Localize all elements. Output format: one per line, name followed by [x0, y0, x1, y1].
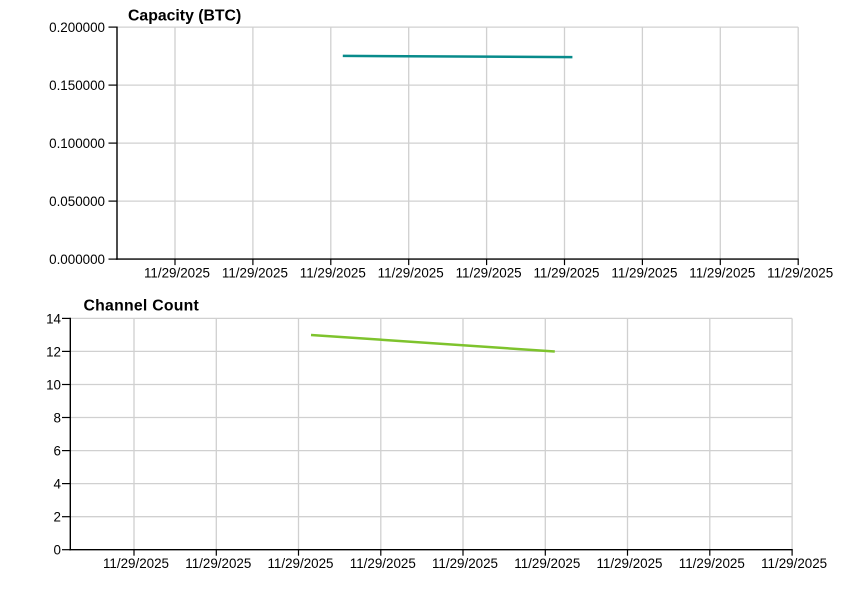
svg-text:14: 14	[46, 311, 61, 326]
svg-text:Channel Count: Channel Count	[84, 298, 200, 315]
svg-text:11/29/2025: 11/29/2025	[144, 266, 210, 281]
svg-text:11/29/2025: 11/29/2025	[350, 556, 416, 571]
svg-text:0.200000: 0.200000	[49, 20, 105, 35]
svg-text:11/29/2025: 11/29/2025	[533, 266, 599, 281]
svg-text:11/29/2025: 11/29/2025	[456, 266, 522, 281]
svg-text:0: 0	[54, 543, 61, 558]
svg-text:10: 10	[46, 377, 61, 392]
svg-text:11/29/2025: 11/29/2025	[222, 266, 288, 281]
svg-text:11/29/2025: 11/29/2025	[767, 266, 833, 281]
svg-text:Capacity (BTC): Capacity (BTC)	[128, 7, 241, 24]
svg-text:11/29/2025: 11/29/2025	[300, 266, 366, 281]
svg-text:2: 2	[54, 510, 61, 525]
svg-text:8: 8	[54, 410, 61, 425]
svg-text:12: 12	[46, 344, 61, 359]
svg-text:11/29/2025: 11/29/2025	[378, 266, 444, 281]
svg-text:0.100000: 0.100000	[49, 136, 105, 151]
svg-text:4: 4	[54, 477, 62, 492]
svg-text:11/29/2025: 11/29/2025	[432, 556, 498, 571]
svg-text:11/29/2025: 11/29/2025	[761, 556, 827, 571]
svg-text:11/29/2025: 11/29/2025	[185, 556, 251, 571]
svg-text:11/29/2025: 11/29/2025	[514, 556, 580, 571]
svg-text:0.000000: 0.000000	[49, 252, 105, 267]
svg-text:11/29/2025: 11/29/2025	[689, 266, 755, 281]
svg-text:11/29/2025: 11/29/2025	[103, 556, 169, 571]
svg-text:11/29/2025: 11/29/2025	[611, 266, 677, 281]
svg-text:11/29/2025: 11/29/2025	[679, 556, 745, 571]
svg-text:6: 6	[54, 444, 61, 459]
svg-text:0.050000: 0.050000	[49, 194, 105, 209]
svg-text:11/29/2025: 11/29/2025	[267, 556, 333, 571]
svg-text:11/29/2025: 11/29/2025	[596, 556, 662, 571]
svg-text:0.150000: 0.150000	[49, 78, 105, 93]
